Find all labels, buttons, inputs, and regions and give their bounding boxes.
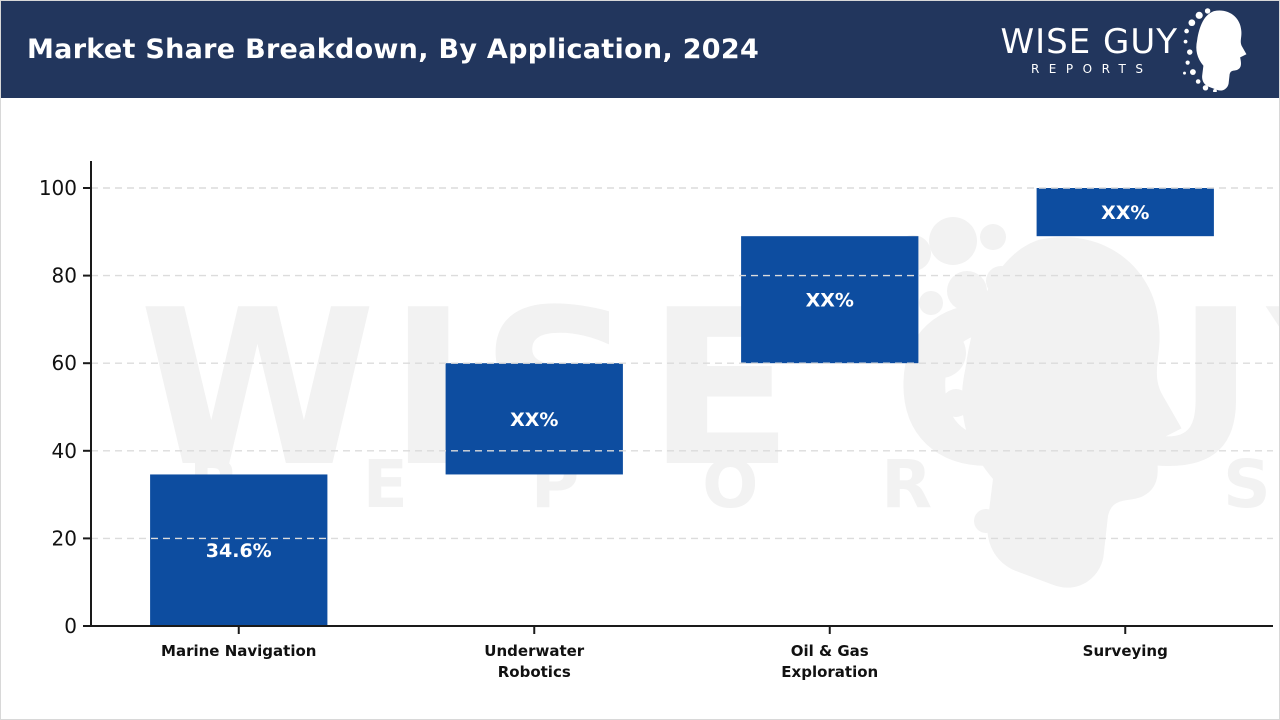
bar-value-label: 34.6%: [206, 540, 272, 562]
watermark-wordmark: WISE GUY: [139, 263, 1280, 514]
x-tick-label: Surveying: [1083, 642, 1168, 660]
y-tick-label: 80: [52, 264, 77, 288]
bar-segment: [1036, 188, 1214, 237]
page-title: Market Share Breakdown, By Application, …: [27, 34, 760, 65]
logo-wordmark: WISE GUY: [1000, 21, 1178, 62]
bar-value-label: XX%: [1101, 202, 1149, 224]
watermark-head-icon: [895, 217, 1182, 588]
bar-segment: [741, 236, 919, 364]
bar-value-label: XX%: [510, 409, 558, 431]
y-tick-label: 100: [39, 176, 77, 200]
y-tick-label: 0: [64, 614, 77, 638]
header: Market Share Breakdown, By Application, …: [1, 1, 1279, 98]
y-tick-label: 60: [52, 351, 77, 375]
x-tick-label: Marine Navigation: [161, 642, 316, 660]
y-tick-label: 20: [52, 526, 77, 550]
bar-value-label: XX%: [806, 290, 854, 312]
y-tick-label: 40: [52, 439, 77, 463]
x-tick-label: Oil & Gas Exploration: [781, 642, 878, 681]
logo-tagline: REPORTS: [1030, 61, 1153, 76]
logo-head-icon: [1183, 7, 1247, 92]
logo-text: WISE GUY REPORTS: [1000, 25, 1178, 75]
x-tick-label: Underwater Robotics: [484, 642, 584, 681]
watermark-tagline: R E P O R T S: [189, 446, 1280, 523]
bar-segment: [445, 363, 623, 475]
wiseguy-logo: WISE GUY REPORTS: [1000, 7, 1253, 92]
bar-segment: [150, 474, 328, 626]
